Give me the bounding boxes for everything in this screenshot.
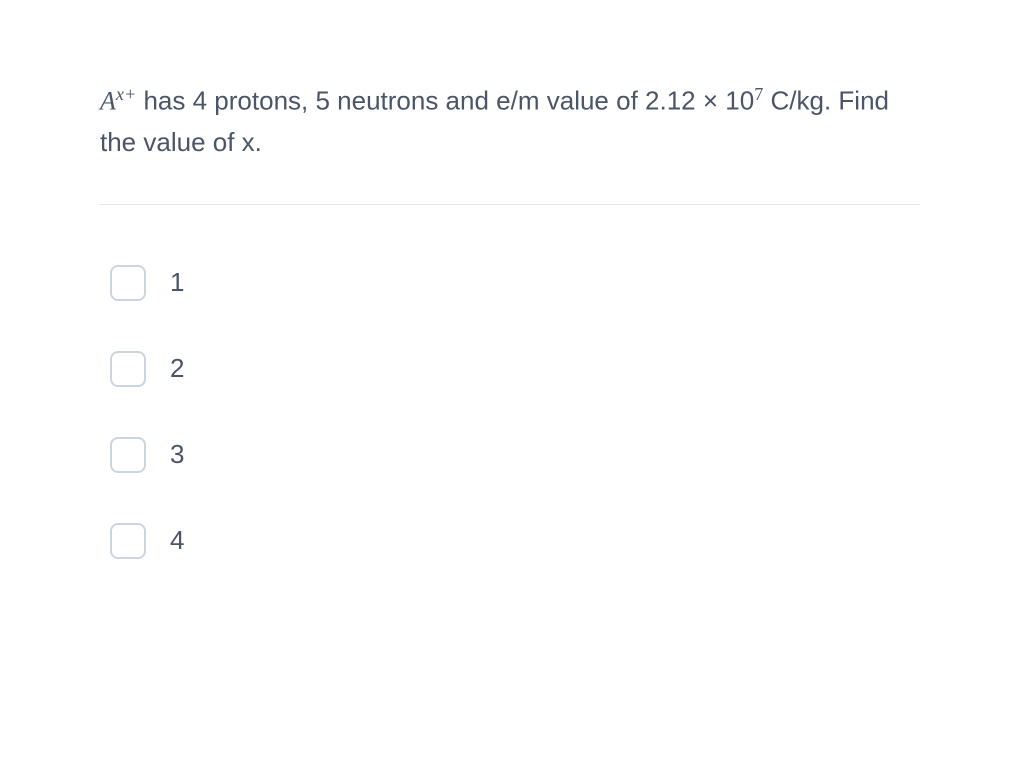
option-label-4: 4 [170, 525, 184, 556]
checkbox-3[interactable] [110, 437, 146, 473]
option-label-1: 1 [170, 267, 184, 298]
checkbox-2[interactable] [110, 351, 146, 387]
times-symbol: × [696, 86, 726, 116]
coefficient: 2.12 [645, 86, 696, 116]
exponent: 7 [754, 84, 763, 104]
base: 10 [725, 86, 754, 116]
symbol-base: A [100, 87, 116, 116]
option-4[interactable]: 4 [110, 523, 924, 559]
option-1[interactable]: 1 [110, 265, 924, 301]
option-label-3: 3 [170, 439, 184, 470]
checkbox-1[interactable] [110, 265, 146, 301]
option-3[interactable]: 3 [110, 437, 924, 473]
question-part1: has 4 protons, 5 neutrons and e/m value … [136, 86, 645, 116]
option-label-2: 2 [170, 353, 184, 384]
divider [100, 204, 920, 205]
question-text: Ax+ has 4 protons, 5 neutrons and e/m va… [100, 80, 920, 164]
option-2[interactable]: 2 [110, 351, 924, 387]
checkbox-4[interactable] [110, 523, 146, 559]
symbol-superscript: x+ [116, 84, 136, 104]
options-list: 1 2 3 4 [100, 265, 924, 559]
